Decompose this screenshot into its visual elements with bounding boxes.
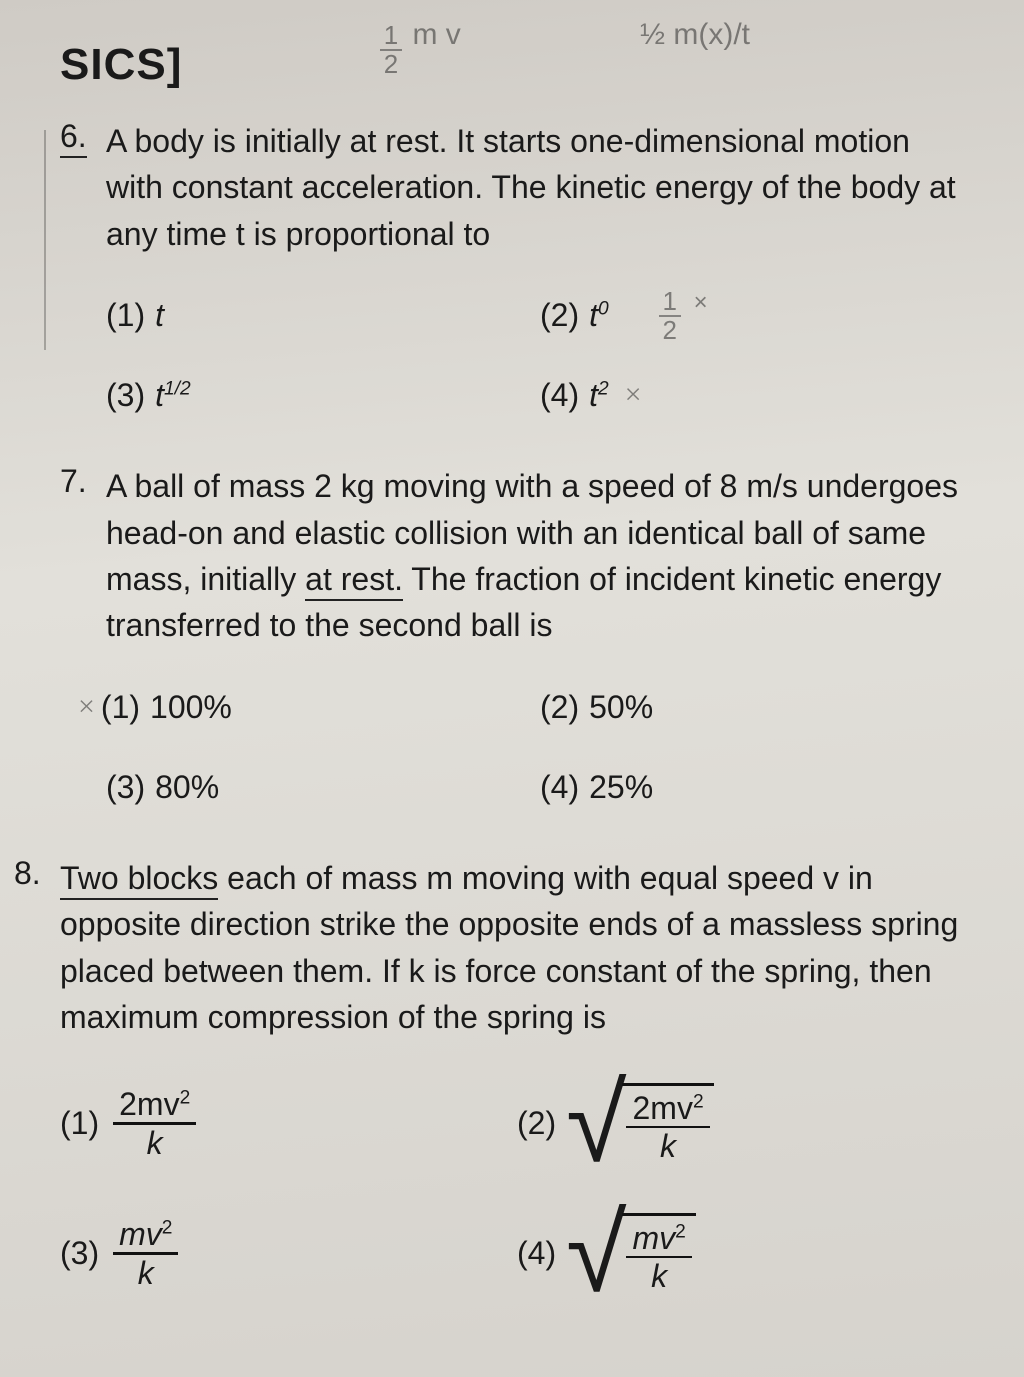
q6-opt-2[interactable]: (2) t0 1 2 × xyxy=(540,275,974,355)
q8-opt-2[interactable]: (2) √ 2mv2 k xyxy=(517,1058,974,1188)
q7-underline-at-rest: at rest. xyxy=(305,561,403,601)
q8-underline-two-blocks: Two blocks xyxy=(60,860,218,900)
q6-opt4-label: (4) xyxy=(540,372,579,418)
q7-opt4-label: (4) xyxy=(540,764,579,810)
q6-opt3-sup: 1/2 xyxy=(164,378,191,399)
q6-text: A body is initially at rest. It starts o… xyxy=(106,118,974,257)
q8-number: 8. xyxy=(14,855,60,1041)
q8-opt-1[interactable]: (1) 2mv2 k xyxy=(60,1058,517,1188)
q6-opt1-val: t xyxy=(155,292,164,338)
handwriting-side-half: 1 2 × xyxy=(659,276,708,343)
q6-opt3-label: (3) xyxy=(106,372,145,418)
q6-opt2-sup: 0 xyxy=(598,298,609,319)
pencil-mark-q7o1: × xyxy=(78,685,95,729)
q7-opt-1[interactable]: × (1) 100% xyxy=(106,667,540,747)
q8-opt2-sqrt: √ 2mv2 k xyxy=(566,1083,714,1165)
hw-half-num: 1 xyxy=(384,24,398,47)
question-7: 7. A ball of mass 2 kg moving with a spe… xyxy=(60,463,974,649)
q7-opt1-label: (1) xyxy=(101,684,140,730)
question-8: 8. Two blocks each of mass m moving with… xyxy=(14,855,974,1041)
q6-opt2-base: t xyxy=(589,297,598,333)
q8-opt4-sqrt: √ mv2 k xyxy=(566,1213,696,1295)
hw-half-den: 2 xyxy=(384,53,398,76)
q6-opt4-sup: 2 xyxy=(598,378,609,399)
q6-opt-4[interactable]: (4) t2 × xyxy=(540,355,974,435)
q7-opt-4[interactable]: (4) 25% xyxy=(540,747,974,827)
q7-opt3-val: 80% xyxy=(155,764,219,810)
handwriting-right: ½ m(x)/t xyxy=(640,18,750,52)
q7-opt1-val: 100% xyxy=(150,684,232,730)
q6-opt4-base: t xyxy=(589,377,598,413)
q7-opt2-val: 50% xyxy=(589,684,653,730)
q6-opt-1[interactable]: (1) t xyxy=(106,275,540,355)
q6-opt-3[interactable]: (3) t1/2 xyxy=(106,355,540,435)
q7-opt-3[interactable]: (3) 80% xyxy=(106,747,540,827)
pencil-mark-x: × xyxy=(625,373,642,417)
q7-text: A ball of mass 2 kg moving with a speed … xyxy=(106,463,974,649)
q6-opt2-label: (2) xyxy=(540,292,579,338)
question-6: 6. A body is initially at rest. It start… xyxy=(60,118,974,257)
q8-opt-3[interactable]: (3) mv2 k xyxy=(60,1188,517,1318)
q6-opt3-base: t xyxy=(155,377,164,413)
q7-opt2-label: (2) xyxy=(540,684,579,730)
q8-opt3-label: (3) xyxy=(60,1230,99,1276)
q6-options: (1) t (2) t0 1 2 × (3) t1/2 (4) t2 × xyxy=(106,275,974,435)
q7-opt4-val: 25% xyxy=(589,764,653,810)
handwriting-half-mv: 1 2 m v xyxy=(380,18,461,77)
q8-opt-4[interactable]: (4) √ mv2 k xyxy=(517,1188,974,1318)
q8-opt4-label: (4) xyxy=(517,1230,556,1276)
q7-number: 7. xyxy=(60,463,106,649)
q8-opt1-frac: 2mv2 k xyxy=(113,1086,196,1161)
q8-options: (1) 2mv2 k (2) √ 2mv2 k (3) mv2 k xyxy=(60,1058,974,1318)
hw-mv: m v xyxy=(412,18,460,51)
q7-opt3-label: (3) xyxy=(106,764,145,810)
q8-opt3-frac: mv2 k xyxy=(113,1216,178,1291)
q8-opt1-label: (1) xyxy=(60,1100,99,1146)
q6-opt1-label: (1) xyxy=(106,292,145,338)
q8-opt2-label: (2) xyxy=(517,1100,556,1146)
section-label: SICS] xyxy=(60,40,974,90)
q7-options: × (1) 100% (2) 50% (3) 80% (4) 25% xyxy=(106,667,974,827)
q8-text: Two blocks each of mass m moving with eq… xyxy=(60,855,974,1041)
q6-number: 6. xyxy=(60,118,106,257)
margin-rule xyxy=(44,130,46,350)
q7-opt-2[interactable]: (2) 50% xyxy=(540,667,974,747)
